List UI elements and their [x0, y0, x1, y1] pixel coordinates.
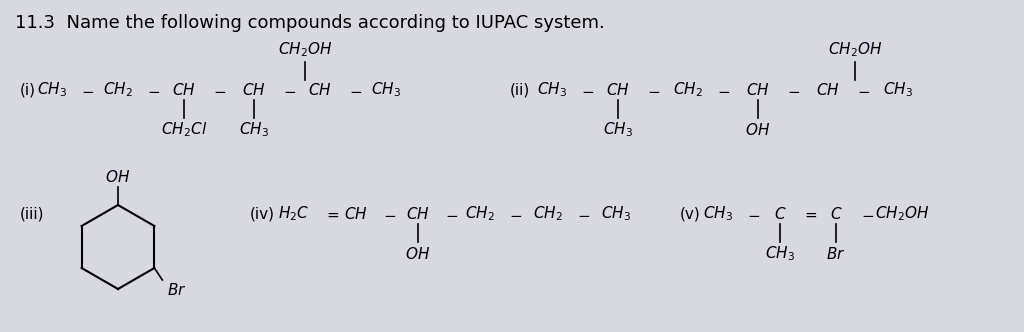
- Text: $CH$: $CH$: [344, 206, 368, 222]
- Text: $OH$: $OH$: [406, 246, 430, 262]
- Text: $-$: $-$: [718, 82, 730, 98]
- Text: $CH_3$: $CH_3$: [239, 121, 269, 139]
- Text: $-$: $-$: [509, 207, 522, 221]
- Text: (v): (v): [680, 207, 700, 221]
- Text: $CH_3$: $CH_3$: [603, 121, 633, 139]
- Text: (iii): (iii): [20, 207, 44, 221]
- Text: $CH$: $CH$: [242, 82, 266, 98]
- Text: $OH$: $OH$: [745, 122, 770, 138]
- Text: $=$: $=$: [802, 207, 818, 221]
- Text: $CH_2OH$: $CH_2OH$: [278, 41, 332, 59]
- Text: $-$: $-$: [445, 207, 459, 221]
- Text: (ii): (ii): [510, 82, 530, 98]
- Text: $CH$: $CH$: [407, 206, 430, 222]
- Text: $CH_2OH$: $CH_2OH$: [827, 41, 883, 59]
- Text: $Br$: $Br$: [167, 282, 186, 298]
- Text: $-$: $-$: [213, 82, 226, 98]
- Text: $-$: $-$: [147, 82, 161, 98]
- Text: $CH$: $CH$: [746, 82, 770, 98]
- Text: $CH$: $CH$: [606, 82, 630, 98]
- Text: $CH_3$: $CH_3$: [37, 81, 67, 99]
- Text: $CH_2$: $CH_2$: [673, 81, 702, 99]
- Text: $CH$: $CH$: [308, 82, 332, 98]
- Text: $-$: $-$: [82, 82, 94, 98]
- Text: $-$: $-$: [349, 82, 362, 98]
- Text: $CH_2$: $CH_2$: [103, 81, 133, 99]
- Text: $-$: $-$: [861, 207, 874, 221]
- Text: $=$: $=$: [324, 207, 340, 221]
- Text: $H_2C$: $H_2C$: [279, 205, 309, 223]
- Text: $CH_3$: $CH_3$: [883, 81, 913, 99]
- Text: $CH_3$: $CH_3$: [537, 81, 567, 99]
- Text: $-$: $-$: [284, 82, 297, 98]
- Text: $CH_2OH$: $CH_2OH$: [874, 205, 929, 223]
- Text: $Br$: $Br$: [826, 246, 846, 262]
- Text: $-$: $-$: [787, 82, 801, 98]
- Text: $CH_3$: $CH_3$: [371, 81, 401, 99]
- Text: $C$: $C$: [829, 206, 843, 222]
- Text: $CH_2Cl$: $CH_2Cl$: [161, 121, 207, 139]
- Text: $CH_2$: $CH_2$: [465, 205, 495, 223]
- Text: 11.3  Name the following compounds according to IUPAC system.: 11.3 Name the following compounds accord…: [15, 14, 605, 32]
- Text: $C$: $C$: [774, 206, 786, 222]
- Text: $CH_2$: $CH_2$: [534, 205, 563, 223]
- Text: (i): (i): [20, 82, 36, 98]
- Text: $CH$: $CH$: [816, 82, 840, 98]
- Text: $-$: $-$: [647, 82, 660, 98]
- Text: $CH$: $CH$: [172, 82, 196, 98]
- Text: $CH_3$: $CH_3$: [703, 205, 733, 223]
- Text: $-$: $-$: [578, 207, 591, 221]
- Text: $-$: $-$: [748, 207, 761, 221]
- Text: $CH_3$: $CH_3$: [601, 205, 631, 223]
- Text: $-$: $-$: [582, 82, 595, 98]
- Text: $-$: $-$: [383, 207, 396, 221]
- Text: $OH$: $OH$: [105, 169, 130, 185]
- Text: $-$: $-$: [857, 82, 870, 98]
- Text: (iv): (iv): [250, 207, 275, 221]
- Text: $CH_3$: $CH_3$: [765, 245, 795, 263]
